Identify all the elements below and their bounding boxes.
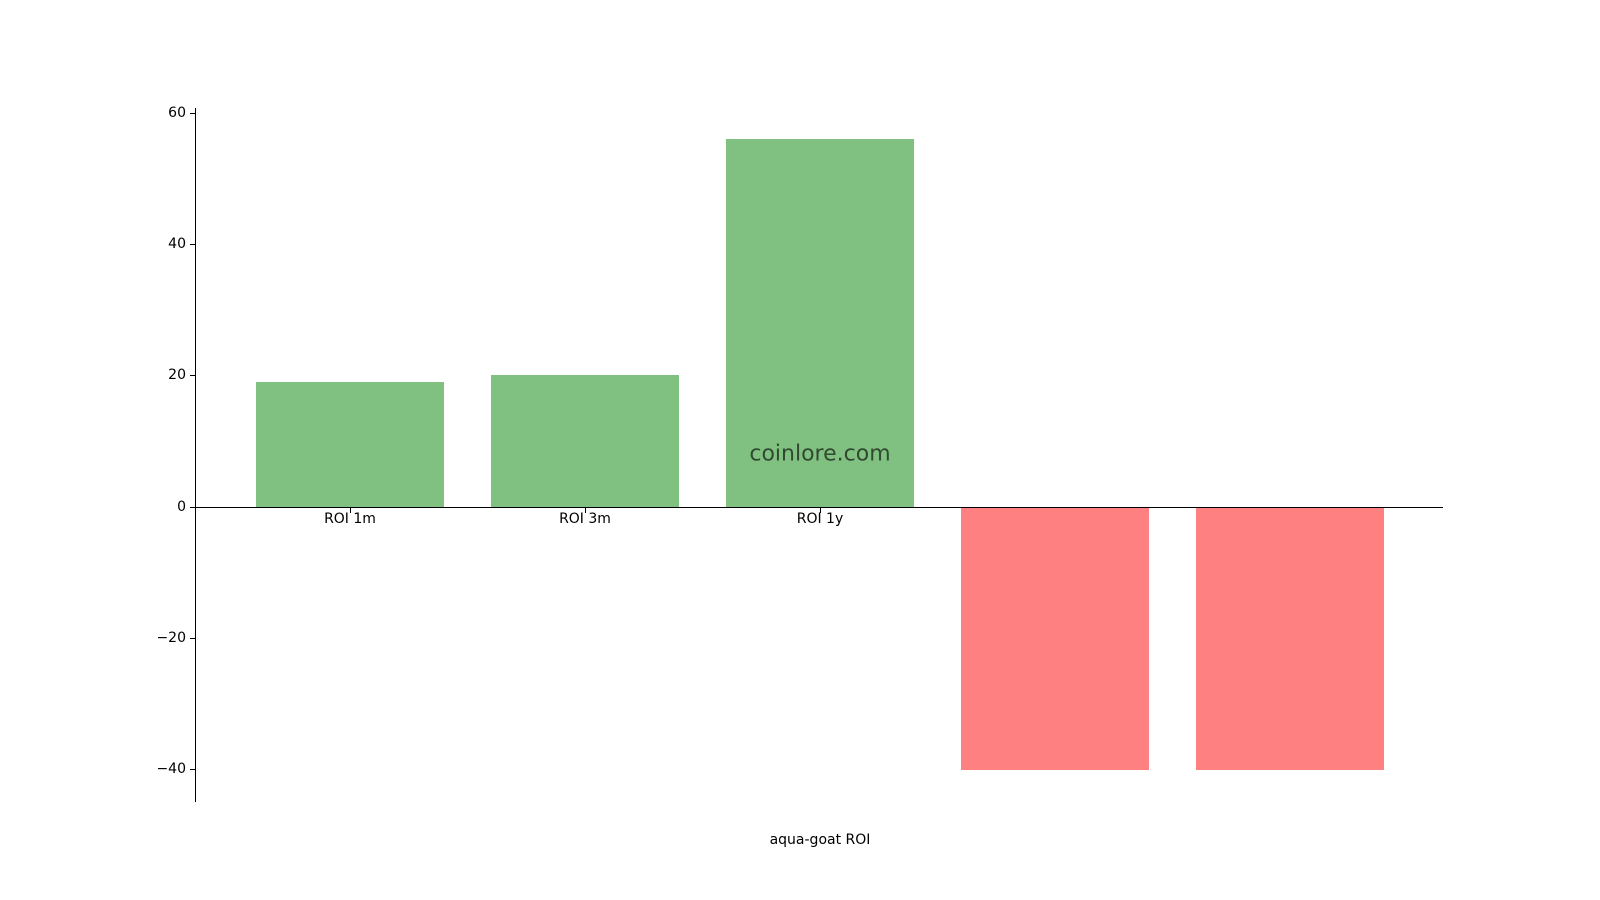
bar-unlabeled-4 [961, 507, 1150, 771]
y-tick-label: −20 [156, 630, 186, 646]
bar-roi-1y [726, 138, 915, 507]
y-tick-label: −40 [156, 761, 186, 777]
x-tick-label: ROI 1m [324, 511, 376, 527]
y-tick [190, 638, 195, 639]
bar-unlabeled-5 [1196, 507, 1385, 771]
y-tick [190, 113, 195, 114]
x-tick [820, 508, 821, 513]
y-tick [190, 244, 195, 245]
x-tick-label: ROI 1y [796, 511, 844, 527]
x-axis-line [195, 507, 1443, 508]
y-tick [190, 507, 195, 508]
bar-roi-3m [491, 375, 680, 507]
x-tick [585, 508, 586, 513]
y-tick [190, 769, 195, 770]
y-tick-label: 20 [168, 367, 186, 383]
x-tick [350, 508, 351, 513]
watermark-text: coinlore.com [749, 441, 891, 467]
bar-roi-1m [255, 381, 444, 507]
y-tick-label: 60 [168, 105, 186, 121]
x-tick-label: ROI 3m [559, 511, 611, 527]
y-axis-line [195, 108, 196, 802]
y-tick-label: 0 [177, 499, 186, 515]
x-axis-title: aqua-goat ROI [769, 832, 871, 848]
y-tick [190, 375, 195, 376]
y-tick-label: 40 [168, 236, 186, 252]
